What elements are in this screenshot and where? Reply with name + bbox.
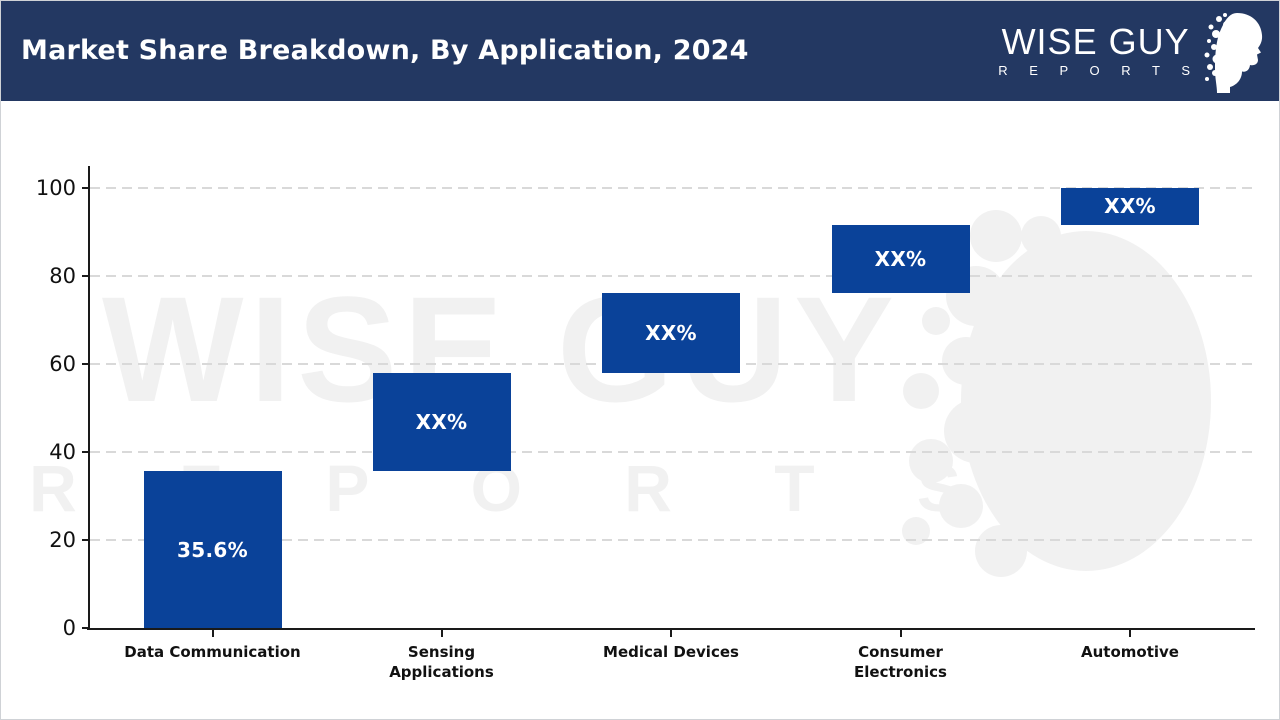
gridline [90, 274, 1255, 277]
waterfall-bar: XX% [372, 372, 511, 472]
x-category-label: Sensing Applications [389, 643, 494, 681]
bar-value-label: XX% [1104, 194, 1156, 219]
x-category-label: Consumer Electronics [854, 643, 947, 681]
y-axis-tick [82, 186, 89, 189]
x-category-label: Data Communication [124, 643, 301, 661]
x-axis-tick [211, 629, 214, 637]
y-axis-tick-label: 40 [49, 439, 76, 464]
waterfall-chart: WISE GUY R E P O R T S 0 20 40 60 80 100 35.6%… [1, 101, 1279, 719]
waterfall-bar: XX% [1061, 187, 1199, 225]
waterfall-bar: 35.6% [143, 471, 282, 628]
logo-wordmark: WISE GUY [1001, 21, 1190, 62]
bar-value-label: 35.6% [177, 537, 248, 562]
bar-value-label: XX% [874, 247, 927, 272]
y-axis-tick-label: 100 [35, 175, 76, 200]
dotted-face-icon [1204, 13, 1263, 93]
bar-value-label: XX% [415, 409, 468, 434]
y-axis-tick [82, 627, 89, 629]
waterfall-bar: XX% [602, 293, 740, 373]
y-axis-tick [82, 274, 89, 277]
y-axis-tick [82, 450, 89, 453]
logo-text: WISE GUY R E P O R T S [992, 21, 1199, 79]
y-axis-tick [82, 538, 89, 541]
y-axis-tick-label: 60 [49, 351, 76, 376]
x-axis-tick [1129, 629, 1131, 637]
logo-subtitle: R E P O R T S [998, 63, 1199, 78]
y-axis-tick-label: 0 [62, 616, 76, 640]
page-title: Market Share Breakdown, By Application, … [21, 35, 749, 66]
x-category-label: Medical Devices [603, 643, 739, 661]
x-category-label: Automotive [1081, 643, 1179, 661]
x-axis-tick [899, 629, 902, 637]
x-axis-tick [670, 629, 672, 637]
x-axis-tick [440, 629, 443, 637]
y-axis-tick-label: 80 [49, 263, 76, 288]
x-axis-line [87, 627, 1255, 630]
header-banner: Market Share Breakdown, By Application, … [1, 1, 1279, 101]
wise-guy-reports-logo: WISE GUY R E P O R T S [998, 7, 1267, 95]
bar-value-label: XX% [645, 320, 697, 345]
y-axis-line [88, 166, 90, 630]
gridline [90, 450, 1255, 453]
gridline [90, 186, 1255, 189]
y-axis-tick-label: 20 [49, 527, 76, 552]
waterfall-bar: XX% [831, 224, 970, 294]
y-axis-tick [82, 362, 89, 365]
gridline [90, 538, 1255, 541]
